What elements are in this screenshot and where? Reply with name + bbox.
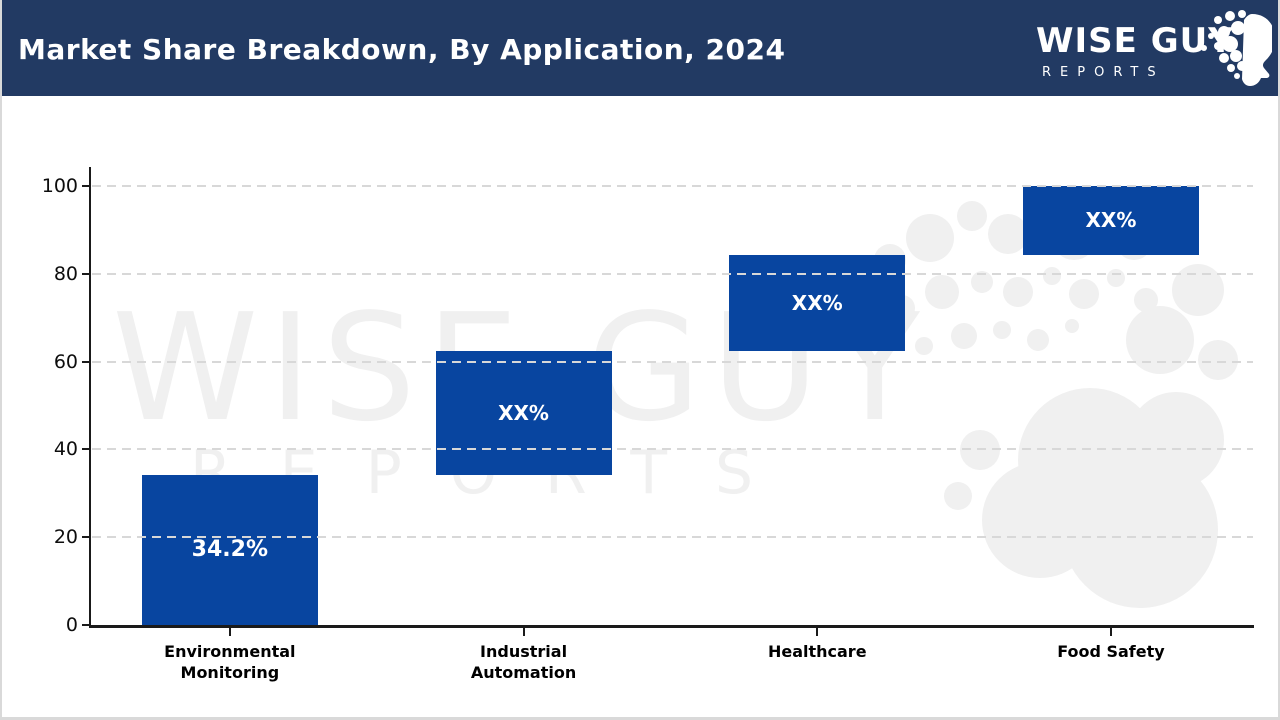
x-axis-category-label: Healthcare (767, 642, 867, 661)
header-bar: Market Share Breakdown, By Application, … (0, 0, 1280, 96)
market-share-bar (1022, 186, 1199, 255)
x-axis-line (89, 625, 1254, 628)
bar-value-label: XX% (498, 400, 549, 425)
market-share-bar (141, 474, 318, 625)
wise-guy-reports-logo: WISE GUY REPORTS (1036, 10, 1272, 86)
y-axis-tick (82, 448, 90, 451)
gridline (92, 272, 1253, 275)
y-axis-line (89, 167, 91, 627)
market-share-bar (729, 254, 906, 352)
y-axis-tick (82, 185, 90, 187)
watermark-dotted-face-icon (874, 199, 1238, 608)
frame-border-left (0, 0, 2, 720)
gridline (92, 185, 1253, 187)
y-axis-tick-label: 40 (53, 438, 78, 461)
x-axis-tick (816, 627, 819, 636)
gridline (92, 448, 1253, 451)
x-axis-tick (1109, 627, 1112, 636)
y-axis-tick-label: 60 (53, 350, 78, 373)
bar-value-label: XX% (1085, 208, 1137, 233)
x-axis-category-label: Industrial Automation (470, 642, 577, 682)
x-axis-tick (522, 627, 525, 636)
bar-value-label: 34.2% (191, 536, 268, 562)
market-share-bar (435, 351, 612, 475)
x-axis-tick (228, 627, 231, 636)
page-title: Market Share Breakdown, By Application, … (18, 33, 786, 66)
y-axis-tick-label: 100 (41, 175, 78, 197)
y-axis-tick-label: 80 (53, 262, 78, 285)
y-axis-tick (82, 536, 90, 539)
y-axis-tick-label: 0 (65, 614, 78, 636)
gridline (92, 360, 1253, 363)
bar-value-label: XX% (791, 290, 843, 315)
y-axis-tick-label: 20 (53, 526, 78, 549)
frame-border-bottom (0, 717, 1280, 720)
gridline (92, 536, 1253, 539)
logo-wordmark: WISE GUY (1036, 21, 1234, 61)
frame-border-right (1278, 0, 1280, 720)
x-axis-category-label: Environmental Monitoring (164, 642, 296, 682)
logo-dotted-face-icon (1201, 10, 1272, 86)
y-axis-tick (82, 624, 90, 626)
x-axis-category-label: Food Safety (1057, 642, 1165, 661)
y-axis-tick (82, 272, 90, 275)
y-axis-tick (82, 360, 90, 363)
logo-subtitle: REPORTS (1042, 65, 1165, 80)
